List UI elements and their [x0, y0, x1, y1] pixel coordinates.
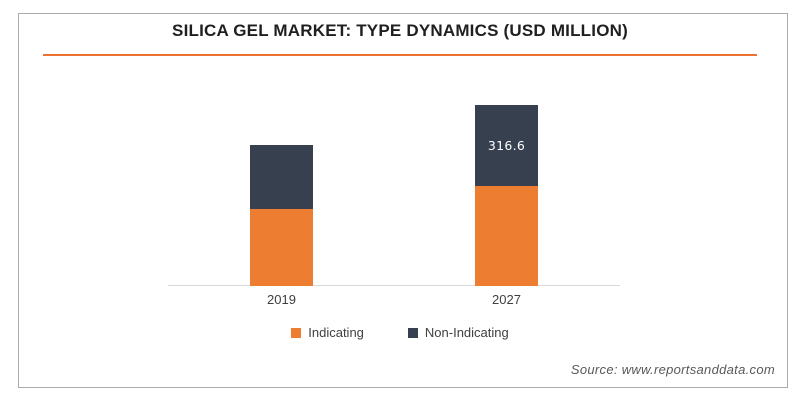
legend-item-non-indicating: Non-Indicating — [407, 325, 509, 340]
title-divider — [43, 54, 757, 56]
bar-segment-non-indicating-2027: 316.6 — [475, 105, 538, 187]
x-axis-label-2019: 2019 — [267, 292, 296, 307]
legend-label-non-indicating: Non-Indicating — [424, 325, 509, 340]
chart-frame — [18, 13, 788, 388]
data-label-non-indicating-2027: 316.6 — [487, 138, 526, 154]
non-indicating-swatch-icon — [407, 327, 418, 338]
bar-group-2027: 316.6 — [475, 105, 538, 286]
x-axis-label-2027: 2027 — [492, 292, 521, 307]
legend: Indicating Non-Indicating — [0, 325, 800, 340]
bar-segment-indicating-2019 — [250, 209, 313, 286]
x-axis-line — [168, 285, 620, 286]
source-credit: Source: www.reportsanddata.com — [570, 362, 775, 377]
indicating-swatch-icon — [291, 327, 302, 338]
legend-label-indicating: Indicating — [308, 325, 364, 340]
bar-segment-indicating-2027 — [475, 186, 538, 286]
chart-title: SILICA GEL MARKET: TYPE DYNAMICS (USD MI… — [172, 21, 628, 40]
bar-group-2019 — [250, 145, 313, 286]
legend-item-indicating: Indicating — [291, 325, 364, 340]
bar-segment-non-indicating-2019 — [250, 145, 313, 210]
